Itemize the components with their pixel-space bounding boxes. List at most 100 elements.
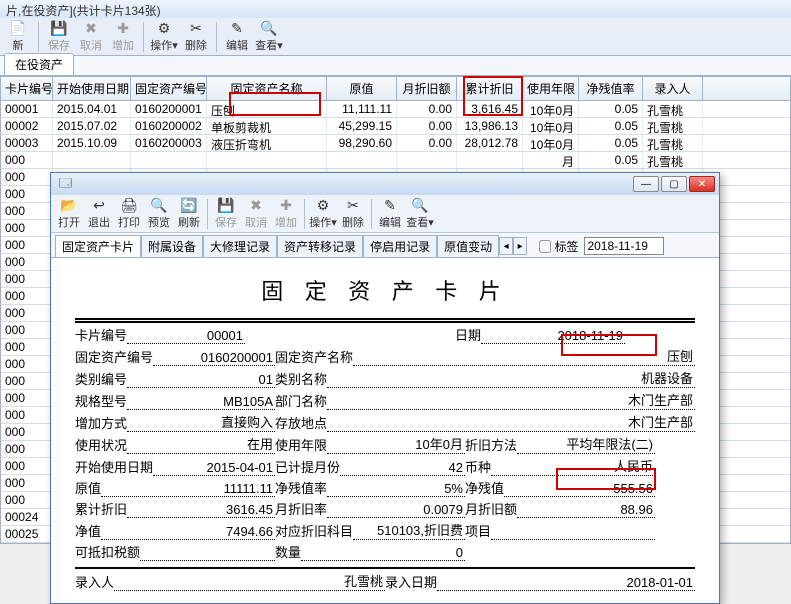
close-button[interactable]: ✕ [689, 176, 715, 192]
col-header[interactable]: 卡片编号 [1, 77, 53, 100]
field-label: 部门名称 [275, 391, 327, 410]
save-button[interactable]: 💾保存 [45, 21, 73, 53]
cell: 液压折弯机 [207, 135, 327, 151]
cell: 000 [1, 441, 53, 457]
field-value: 510103,折旧费 [353, 520, 465, 540]
dlg-exit-button[interactable]: ↩退出 [85, 198, 113, 230]
dialog-tab[interactable]: 原值变动 [437, 235, 499, 257]
cell: 0.05 [579, 152, 643, 168]
cell [397, 152, 457, 168]
table-row[interactable]: 000月0.05孔雪桃 [1, 152, 790, 169]
field-label: 数量 [275, 542, 301, 561]
dialog-tab[interactable]: 固定资产卡片 [55, 235, 141, 257]
dialog-titlebar[interactable]: 🗔 — ▢ ✕ [51, 173, 719, 195]
app-icon: 🗔 [59, 174, 72, 195]
cell: 000 [1, 475, 53, 491]
dialog-tab[interactable]: 停启用记录 [363, 235, 437, 257]
cell: 000 [1, 186, 53, 202]
cell: 11,111.11 [327, 101, 397, 117]
dlg-open-button[interactable]: 📂打开 [55, 198, 83, 230]
dialog-tab[interactable]: 附属设备 [141, 235, 203, 257]
cell: 45,299.15 [327, 118, 397, 134]
field-value: 555.56 [504, 481, 655, 497]
operate-button[interactable]: ⚙操作▾ [150, 21, 178, 53]
date-input[interactable] [584, 237, 664, 255]
col-header[interactable]: 月折旧额 [397, 77, 457, 100]
tab-active-assets[interactable]: 在役资产 [4, 53, 74, 75]
col-header[interactable]: 累计折旧 [457, 77, 523, 100]
field-value: 0160200001 [153, 350, 275, 366]
cell: 28,012.78 [457, 135, 523, 151]
minimize-button[interactable]: — [633, 176, 659, 192]
label-tag: 标签 [554, 240, 578, 254]
dlg-operate-button[interactable]: ⚙操作▾ [309, 198, 337, 230]
field-value: 2018-11-19 [481, 328, 625, 344]
table-row[interactable]: 000012015.04.010160200001压刨11,111.110.00… [1, 101, 790, 118]
field-value: 11111.11 [101, 481, 275, 497]
col-header[interactable]: 录入人 [643, 77, 703, 100]
delete-button[interactable]: ✂删除 [182, 21, 210, 53]
field-label: 使用年限 [275, 435, 327, 454]
cell: 000 [1, 390, 53, 406]
maximize-button[interactable]: ▢ [661, 176, 687, 192]
field-label: 已计提月份 [275, 457, 340, 476]
cell: 0160200001 [131, 101, 207, 117]
field-label: 净残值率 [275, 478, 327, 497]
col-header[interactable]: 固定资产名称 [207, 77, 327, 100]
col-header[interactable]: 使用年限 [523, 77, 579, 100]
field-value: 木门生产部 [327, 390, 695, 410]
dialog-toolbar: 📂打开 ↩退出 🖨打印 🔍预览 🔄刷新 💾保存 ✖取消 ✚增加 ⚙操作▾ ✂删除… [51, 195, 719, 233]
dlg-cancel-button[interactable]: ✖取消 [242, 198, 270, 230]
cell [207, 152, 327, 168]
field-value: MB105A [127, 394, 275, 410]
field-value: 42 [340, 460, 465, 476]
field-label: 类别编号 [75, 369, 127, 388]
tab-scroll-left[interactable]: ◂ [499, 237, 513, 255]
cell: 000 [1, 339, 53, 355]
cell: 0.05 [579, 135, 643, 151]
field-label: 月折旧额 [465, 499, 517, 518]
field-label: 项目 [465, 521, 491, 540]
dlg-delete-button[interactable]: ✂删除 [339, 198, 367, 230]
view-button[interactable]: 🔍查看▾ [255, 21, 283, 53]
field-label: 类别名称 [275, 369, 327, 388]
dlg-print-button[interactable]: 🖨打印 [115, 198, 143, 230]
dlg-add-button[interactable]: ✚增加 [272, 198, 300, 230]
table-row[interactable]: 000032015.10.090160200003液压折弯机98,290.600… [1, 135, 790, 152]
dialog-tab[interactable]: 资产转移记录 [277, 235, 363, 257]
dlg-save-button[interactable]: 💾保存 [212, 198, 240, 230]
add-button[interactable]: ✚增加 [109, 21, 137, 53]
table-row[interactable]: 000022015.07.020160200002单板剪裁机45,299.150… [1, 118, 790, 135]
cell [457, 152, 523, 168]
cancel-button[interactable]: ✖取消 [77, 21, 105, 53]
cell: 10年0月 [523, 135, 579, 151]
cell: 孔雪桃 [643, 118, 703, 134]
field-label: 使用状况 [75, 435, 127, 454]
tab-scroll-right[interactable]: ▸ [513, 237, 527, 255]
dlg-refresh-button[interactable]: 🔄刷新 [175, 198, 203, 230]
cell: 2015.07.02 [53, 118, 131, 134]
col-header[interactable]: 原值 [327, 77, 397, 100]
dlg-preview-button[interactable]: 🔍预览 [145, 198, 173, 230]
col-header[interactable]: 净残值率 [579, 77, 643, 100]
cell: 13,986.13 [457, 118, 523, 134]
field-label: 净残值 [465, 478, 504, 497]
cell: 000 [1, 407, 53, 423]
dlg-view-button[interactable]: 🔍查看▾ [406, 198, 434, 230]
field-value: 3616.45 [127, 502, 275, 518]
new-button[interactable]: 📄新 [4, 21, 32, 53]
cell: 孔雪桃 [643, 101, 703, 117]
field-label: 月折旧率 [275, 499, 327, 518]
field-label: 原值 [75, 478, 101, 497]
field-value: 88.96 [517, 502, 655, 518]
cell: 000 [1, 254, 53, 270]
col-header[interactable]: 固定资产编号 [131, 77, 207, 100]
cell: 000 [1, 152, 53, 168]
field-label: 币种 [465, 457, 491, 476]
col-header[interactable]: 开始使用日期 [53, 77, 131, 100]
cell: 单板剪裁机 [207, 118, 327, 134]
dialog-tab[interactable]: 大修理记录 [203, 235, 277, 257]
field-value: 0.0079 [327, 502, 465, 518]
edit-button[interactable]: ✎编辑 [223, 21, 251, 53]
dlg-edit-button[interactable]: ✎编辑 [376, 198, 404, 230]
